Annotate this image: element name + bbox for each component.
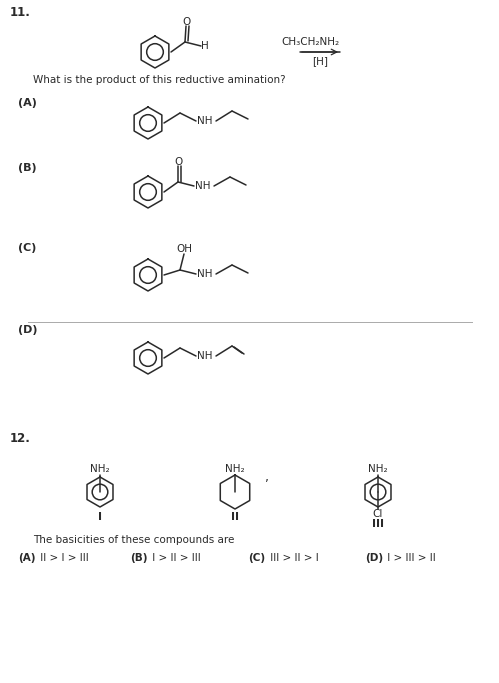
Text: (C): (C) <box>18 243 36 253</box>
Text: (D): (D) <box>365 553 383 563</box>
Text: I > II > III: I > II > III <box>149 553 201 563</box>
Text: NH₂: NH₂ <box>225 464 245 474</box>
Text: NH₂: NH₂ <box>90 464 110 474</box>
Text: CH₃CH₂NH₂: CH₃CH₂NH₂ <box>281 37 339 47</box>
Text: II: II <box>231 512 239 522</box>
Text: What is the product of this reductive amination?: What is the product of this reductive am… <box>33 75 285 85</box>
Text: OH: OH <box>176 244 192 254</box>
Text: ,: , <box>265 471 269 484</box>
Text: NH: NH <box>197 269 213 279</box>
Text: (D): (D) <box>18 325 37 335</box>
Text: [H]: [H] <box>312 56 328 66</box>
Text: I: I <box>98 512 102 522</box>
Text: I > III > II: I > III > II <box>384 553 436 563</box>
Text: NH: NH <box>197 116 213 126</box>
Text: O: O <box>175 157 183 167</box>
Text: (B): (B) <box>130 553 148 563</box>
Text: III > II > I: III > II > I <box>267 553 319 563</box>
Text: Cl: Cl <box>373 509 383 519</box>
Text: III: III <box>372 519 384 529</box>
Text: (A): (A) <box>18 98 37 108</box>
Text: NH: NH <box>195 181 211 191</box>
Text: (B): (B) <box>18 163 36 173</box>
Text: NH₂: NH₂ <box>368 464 388 474</box>
Text: H: H <box>201 41 209 51</box>
Text: II > I > III: II > I > III <box>37 553 89 563</box>
Text: 11.: 11. <box>10 5 31 18</box>
Text: (A): (A) <box>18 553 35 563</box>
Text: (C): (C) <box>248 553 265 563</box>
Text: 12.: 12. <box>10 432 31 445</box>
Text: The basicities of these compounds are: The basicities of these compounds are <box>33 535 235 545</box>
Text: O: O <box>183 17 191 27</box>
Text: NH: NH <box>197 351 213 361</box>
